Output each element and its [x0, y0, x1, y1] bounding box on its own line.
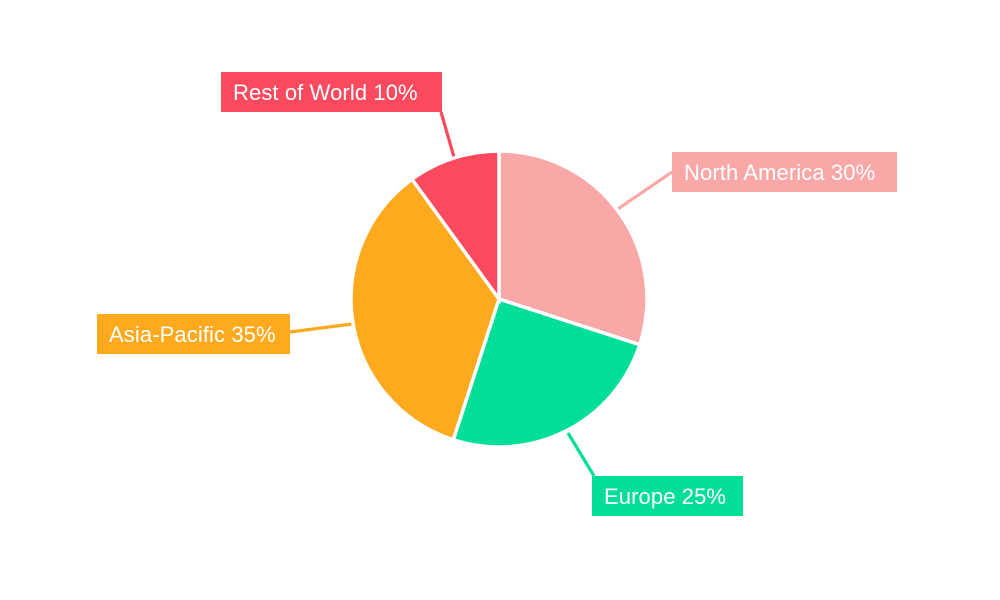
- slice-label-north-america: North America 30%: [672, 152, 897, 192]
- leader-line-asia-pacific: [289, 322, 353, 334]
- pie-slice-asia-pacific[interactable]: [349, 176, 501, 442]
- pie-slice-north-america[interactable]: [497, 149, 649, 347]
- slice-label-europe: Europe 25%: [592, 476, 743, 516]
- leader-line-europe: [566, 432, 596, 477]
- slice-label-asia-pacific: Asia-Pacific 35%: [97, 314, 290, 354]
- leader-line-group: [289, 111, 673, 477]
- slice-label-rest-of-world: Rest of World 10%: [221, 72, 442, 112]
- pie-slice-europe[interactable]: [451, 296, 642, 449]
- leader-line-north-america: [611, 170, 673, 215]
- leader-line-rest-of-world: [439, 111, 458, 165]
- pie-slice-rest-of-world[interactable]: [409, 149, 501, 305]
- pie-slice-group: [349, 149, 649, 449]
